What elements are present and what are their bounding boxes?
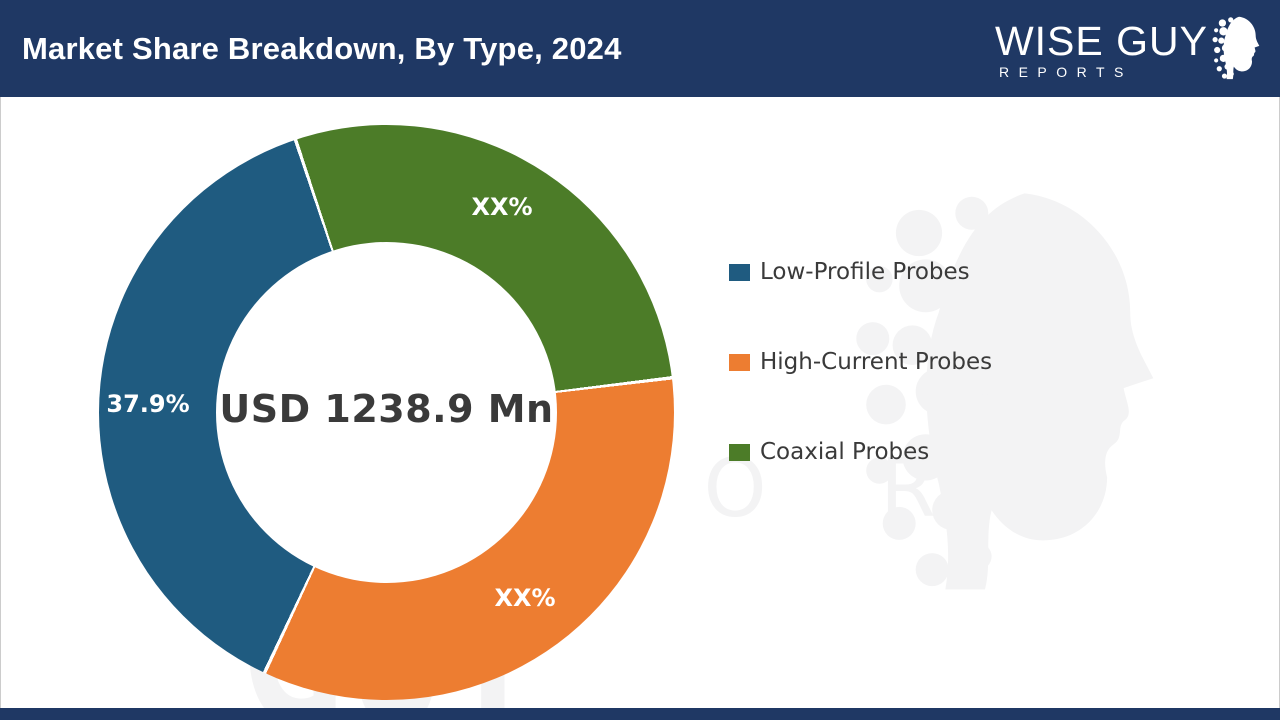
legend-swatch-low-profile (729, 263, 750, 281)
legend-label-low-profile: Low-Profile Probes (760, 259, 970, 285)
legend-item-coaxial: Coaxial Probes (729, 435, 929, 469)
page-title: Market Share Breakdown, By Type, 2024 (22, 30, 622, 66)
donut-ring: USD 1238.9 Mn (99, 125, 674, 700)
legend-swatch-high-current (729, 353, 750, 371)
slice-label-low-profile: 37.9% (106, 390, 190, 418)
donut-center: USD 1238.9 Mn (216, 242, 557, 583)
brand-logo-text: WISE GUY REPORTS (995, 19, 1208, 80)
brand-logo: WISE GUY REPORTS (995, 5, 1264, 93)
legend-swatch-coaxial (729, 443, 750, 461)
chart-area: WISE GUY R E P O R T S USD 1238.9 Mn 37.… (0, 97, 1280, 708)
legend-item-high-current: High-Current Probes (729, 345, 992, 379)
legend-label-high-current: High-Current Probes (760, 349, 993, 375)
watermark-face-icon (853, 167, 1183, 629)
legend-label-coaxial: Coaxial Probes (760, 439, 930, 465)
slice-label-coaxial: XX% (471, 193, 533, 221)
brand-subtitle: REPORTS (998, 63, 1133, 80)
brand-face-icon (1212, 5, 1264, 93)
donut-center-value: USD 1238.9 Mn (219, 386, 554, 431)
legend-item-low-profile: Low-Profile Probes (729, 255, 970, 289)
footer-bar (0, 708, 1280, 720)
slice-label-high-current: XX% (494, 584, 556, 612)
brand-name: WISE GUY (994, 17, 1208, 64)
header-bar: Market Share Breakdown, By Type, 2024 WI… (0, 0, 1280, 97)
